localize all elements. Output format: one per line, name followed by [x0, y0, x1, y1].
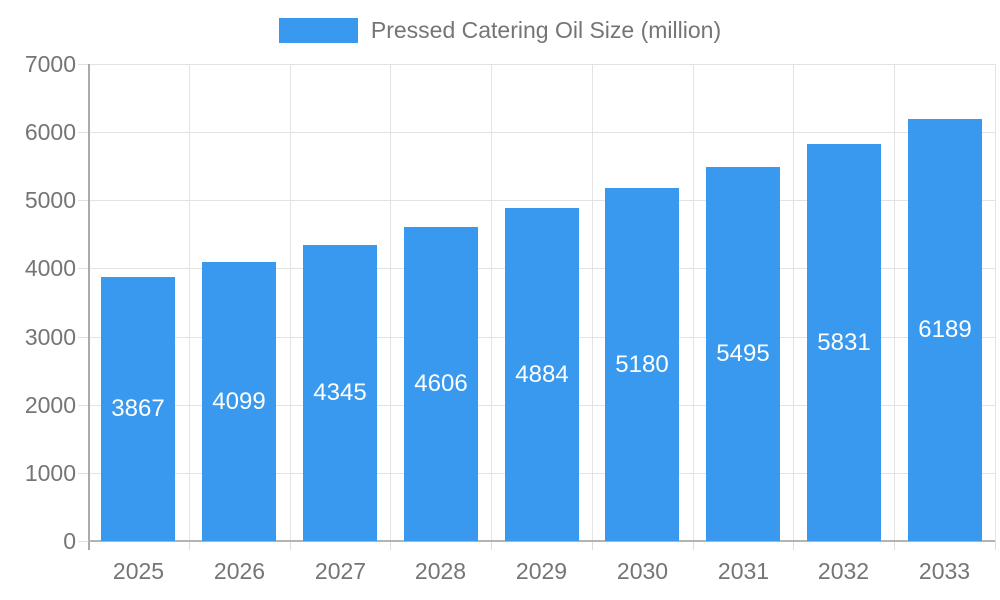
y-axis-tick — [78, 541, 88, 542]
gridline-vertical — [793, 64, 794, 541]
y-axis-label: 6000 — [24, 119, 76, 145]
y-axis-label: 4000 — [24, 255, 76, 281]
y-axis-label: 7000 — [24, 51, 76, 77]
x-axis-tick — [894, 541, 895, 550]
y-axis-tick — [78, 132, 88, 133]
y-axis-tick — [78, 200, 88, 201]
gridline-vertical — [290, 64, 291, 541]
x-axis-tick — [592, 541, 593, 550]
bar-value-label: 5180 — [615, 350, 669, 378]
bar-2033[interactable]: 6189 — [908, 119, 982, 541]
bar-value-label: 4345 — [313, 379, 367, 406]
y-axis-tick — [78, 64, 88, 65]
gridline-horizontal — [88, 132, 995, 133]
gridline-vertical — [491, 64, 492, 541]
x-axis-label-2031: 2031 — [717, 558, 770, 584]
x-axis-label-2030: 2030 — [616, 558, 669, 584]
x-axis-tick — [693, 541, 694, 550]
bar-2031[interactable]: 5495 — [706, 167, 780, 541]
x-axis-label-2032: 2032 — [817, 558, 870, 584]
x-axis-tick — [995, 541, 996, 550]
bar-2028[interactable]: 4606 — [404, 227, 478, 541]
y-axis-line — [88, 64, 90, 550]
x-axis-line — [88, 540, 995, 542]
y-axis-label: 3000 — [24, 324, 76, 350]
x-axis-label-2028: 2028 — [414, 558, 467, 584]
y-axis-tick — [78, 473, 88, 474]
gridline-vertical — [189, 64, 190, 541]
x-axis-label-2025: 2025 — [112, 558, 165, 584]
bar-value-label: 6189 — [918, 316, 972, 343]
gridline-vertical — [693, 64, 694, 541]
x-axis-tick — [390, 541, 391, 550]
bar-value-label: 5831 — [817, 328, 871, 356]
plot-area: 0 1000 2000 3000 4000 5000 6000 7000 3867 2025 409… — [25, 51, 996, 584]
gridline-vertical — [995, 64, 996, 541]
bar-2027[interactable]: 4345 — [303, 245, 377, 541]
x-axis-tick — [189, 541, 190, 550]
gridline-vertical — [592, 64, 593, 541]
gridline-vertical — [894, 64, 895, 541]
y-axis-label: 5000 — [24, 187, 76, 213]
x-axis-label-2033: 2033 — [918, 558, 971, 584]
bar-2026[interactable]: 4099 — [202, 262, 276, 541]
y-axis-tick — [78, 337, 88, 338]
bar-value-label: 5495 — [716, 340, 770, 367]
legend-swatch — [278, 18, 358, 43]
gridline-horizontal — [88, 64, 995, 65]
y-axis-label: 0 — [63, 528, 76, 554]
bar-value-label: 4606 — [414, 370, 468, 397]
y-axis-tick — [78, 405, 88, 406]
bar-2030[interactable]: 5180 — [605, 188, 679, 541]
x-axis-tick — [491, 541, 492, 550]
x-axis-tick — [290, 541, 291, 550]
bar-value-label: 4884 — [515, 360, 569, 388]
legend[interactable]: Pressed Catering Oil Size (million) — [0, 17, 1000, 44]
gridline-vertical — [390, 64, 391, 541]
bar-2029[interactable]: 4884 — [505, 208, 579, 541]
legend-label: Pressed Catering Oil Size (million) — [370, 17, 722, 43]
x-axis-label-2026: 2026 — [213, 558, 266, 584]
x-axis-label-2027: 2027 — [314, 558, 367, 584]
y-axis-label: 2000 — [24, 392, 76, 418]
bar-value-label: 3867 — [111, 395, 165, 422]
bar-value-label: 4099 — [212, 387, 266, 415]
y-axis-label: 1000 — [24, 460, 76, 486]
gridline-horizontal — [88, 200, 995, 201]
y-axis-tick — [78, 268, 88, 269]
x-axis-tick — [793, 541, 794, 550]
x-axis-label-2029: 2029 — [515, 558, 568, 584]
bar-2025[interactable]: 3867 — [101, 277, 175, 541]
bar-2032[interactable]: 5831 — [807, 144, 881, 541]
